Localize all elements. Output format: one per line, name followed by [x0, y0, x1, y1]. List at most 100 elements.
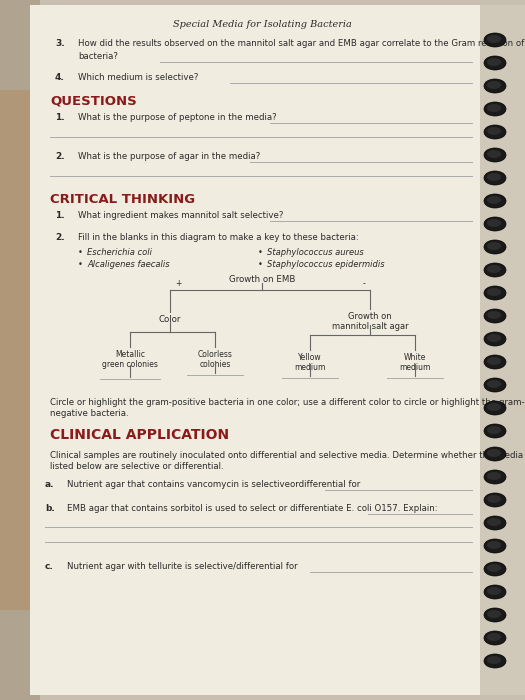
- Ellipse shape: [487, 81, 501, 89]
- Ellipse shape: [484, 194, 506, 208]
- Ellipse shape: [487, 265, 501, 273]
- Text: bacteria?: bacteria?: [78, 52, 118, 61]
- Ellipse shape: [487, 656, 501, 664]
- Ellipse shape: [484, 33, 506, 47]
- Ellipse shape: [487, 58, 501, 66]
- Ellipse shape: [487, 610, 501, 618]
- Ellipse shape: [484, 631, 506, 645]
- Text: negative bacteria.: negative bacteria.: [50, 409, 129, 418]
- Ellipse shape: [484, 171, 506, 185]
- FancyBboxPatch shape: [0, 90, 65, 610]
- Text: Colorless
colonies: Colorless colonies: [197, 350, 233, 370]
- Ellipse shape: [487, 104, 501, 112]
- Text: How did the results observed on the mannitol salt agar and EMB agar correlate to: How did the results observed on the mann…: [78, 39, 525, 48]
- Text: Nutrient agar that contains vancomycin is selectiveordifferential for: Nutrient agar that contains vancomycin i…: [67, 480, 360, 489]
- Text: Clinical samples are routinely inoculated onto differential and selective media.: Clinical samples are routinely inoculate…: [50, 451, 523, 460]
- Ellipse shape: [484, 355, 506, 369]
- Ellipse shape: [487, 357, 501, 365]
- Ellipse shape: [487, 541, 501, 549]
- Ellipse shape: [484, 102, 506, 116]
- FancyBboxPatch shape: [30, 5, 485, 695]
- Text: Yellow
medium: Yellow medium: [295, 353, 326, 372]
- Text: QUESTIONS: QUESTIONS: [50, 95, 136, 108]
- Ellipse shape: [484, 240, 506, 254]
- Ellipse shape: [484, 332, 506, 346]
- Text: What ingredient makes mannitol salt selective?: What ingredient makes mannitol salt sele…: [78, 211, 284, 220]
- Ellipse shape: [484, 447, 506, 461]
- Ellipse shape: [487, 219, 501, 227]
- Ellipse shape: [484, 286, 506, 300]
- Text: 3.: 3.: [55, 39, 65, 48]
- Ellipse shape: [487, 35, 501, 43]
- Ellipse shape: [484, 79, 506, 93]
- Ellipse shape: [487, 472, 501, 480]
- Text: 2.: 2.: [55, 233, 65, 242]
- Ellipse shape: [484, 148, 506, 162]
- Text: Fill in the blanks in this diagram to make a key to these bacteria:: Fill in the blanks in this diagram to ma…: [78, 233, 359, 242]
- Text: Metallic
green colonies: Metallic green colonies: [102, 350, 158, 370]
- Ellipse shape: [484, 125, 506, 139]
- Ellipse shape: [484, 562, 506, 576]
- Text: 4.: 4.: [55, 73, 65, 82]
- Text: •: •: [78, 260, 83, 269]
- Ellipse shape: [487, 564, 501, 572]
- Ellipse shape: [487, 334, 501, 342]
- Ellipse shape: [487, 288, 501, 296]
- Text: Staphylococcus aureus: Staphylococcus aureus: [267, 248, 364, 257]
- Ellipse shape: [487, 403, 501, 411]
- Ellipse shape: [484, 493, 506, 507]
- Ellipse shape: [487, 587, 501, 595]
- Ellipse shape: [484, 56, 506, 70]
- Text: 1.: 1.: [55, 113, 65, 122]
- Text: a.: a.: [45, 480, 55, 489]
- Ellipse shape: [484, 309, 506, 323]
- Text: Which medium is selective?: Which medium is selective?: [78, 73, 198, 82]
- Ellipse shape: [484, 401, 506, 415]
- Ellipse shape: [487, 127, 501, 135]
- Text: Staphylococcus epidermidis: Staphylococcus epidermidis: [267, 260, 385, 269]
- Text: CRITICAL THINKING: CRITICAL THINKING: [50, 193, 195, 206]
- Text: Growth on
mannitol salt agar: Growth on mannitol salt agar: [332, 312, 408, 331]
- Text: White
medium: White medium: [400, 353, 430, 372]
- Ellipse shape: [487, 449, 501, 457]
- Ellipse shape: [484, 608, 506, 622]
- Ellipse shape: [484, 424, 506, 438]
- Ellipse shape: [484, 539, 506, 553]
- Text: •: •: [258, 248, 263, 257]
- FancyBboxPatch shape: [0, 0, 40, 700]
- Ellipse shape: [484, 263, 506, 277]
- Ellipse shape: [487, 150, 501, 158]
- Text: b.: b.: [45, 504, 55, 513]
- Text: •: •: [258, 260, 263, 269]
- Ellipse shape: [487, 633, 501, 641]
- Ellipse shape: [487, 242, 501, 250]
- Ellipse shape: [487, 311, 501, 319]
- Ellipse shape: [487, 380, 501, 388]
- Text: -: -: [362, 279, 365, 288]
- Ellipse shape: [484, 470, 506, 484]
- Text: Growth on EMB: Growth on EMB: [229, 275, 295, 284]
- Text: What is the purpose of agar in the media?: What is the purpose of agar in the media…: [78, 152, 260, 161]
- Ellipse shape: [487, 173, 501, 181]
- Text: CLINICAL APPLICATION: CLINICAL APPLICATION: [50, 428, 229, 442]
- Text: +: +: [175, 279, 181, 288]
- Ellipse shape: [487, 196, 501, 204]
- Text: Color: Color: [159, 315, 181, 324]
- Ellipse shape: [484, 585, 506, 599]
- Ellipse shape: [484, 378, 506, 392]
- Ellipse shape: [487, 426, 501, 434]
- Text: •: •: [78, 248, 83, 257]
- Text: c.: c.: [45, 562, 54, 571]
- Text: listed below are selective or differential.: listed below are selective or differenti…: [50, 462, 224, 471]
- Text: Nutrient agar with tellurite is selective/differential for: Nutrient agar with tellurite is selectiv…: [67, 562, 298, 571]
- FancyBboxPatch shape: [480, 5, 525, 695]
- Ellipse shape: [487, 518, 501, 526]
- Text: Special Media for Isolating Bacteria: Special Media for Isolating Bacteria: [173, 20, 351, 29]
- Text: What is the purpose of peptone in the media?: What is the purpose of peptone in the me…: [78, 113, 277, 122]
- Text: Alcaligenes faecalis: Alcaligenes faecalis: [87, 260, 170, 269]
- Text: Escherichia coli: Escherichia coli: [87, 248, 152, 257]
- Text: Circle or highlight the gram-positive bacteria in one color; use a different col: Circle or highlight the gram-positive ba…: [50, 398, 524, 407]
- Ellipse shape: [487, 495, 501, 503]
- Text: 2.: 2.: [55, 152, 65, 161]
- Ellipse shape: [484, 516, 506, 530]
